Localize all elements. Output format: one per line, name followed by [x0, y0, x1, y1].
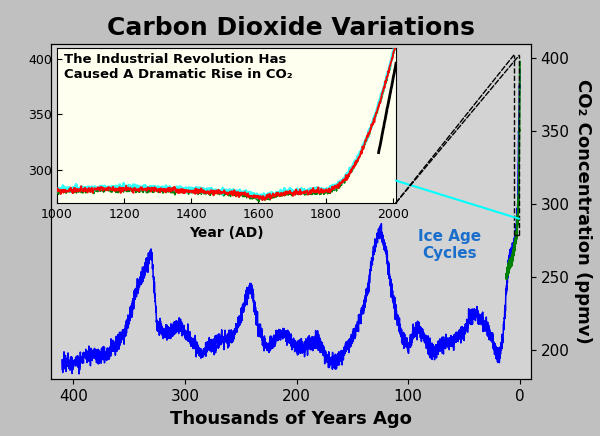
Title: Carbon Dioxide Variations: Carbon Dioxide Variations	[107, 16, 475, 40]
Text: Ice Age
Cycles: Ice Age Cycles	[418, 229, 481, 261]
Y-axis label: CO₂ Concentration (ppmv): CO₂ Concentration (ppmv)	[574, 79, 592, 344]
Text: The Industrial Revolution Has
Caused A Dramatic Rise in CO₂: The Industrial Revolution Has Caused A D…	[64, 54, 292, 82]
X-axis label: Thousands of Years Ago: Thousands of Years Ago	[170, 409, 412, 428]
X-axis label: Year (AD): Year (AD)	[189, 226, 264, 240]
